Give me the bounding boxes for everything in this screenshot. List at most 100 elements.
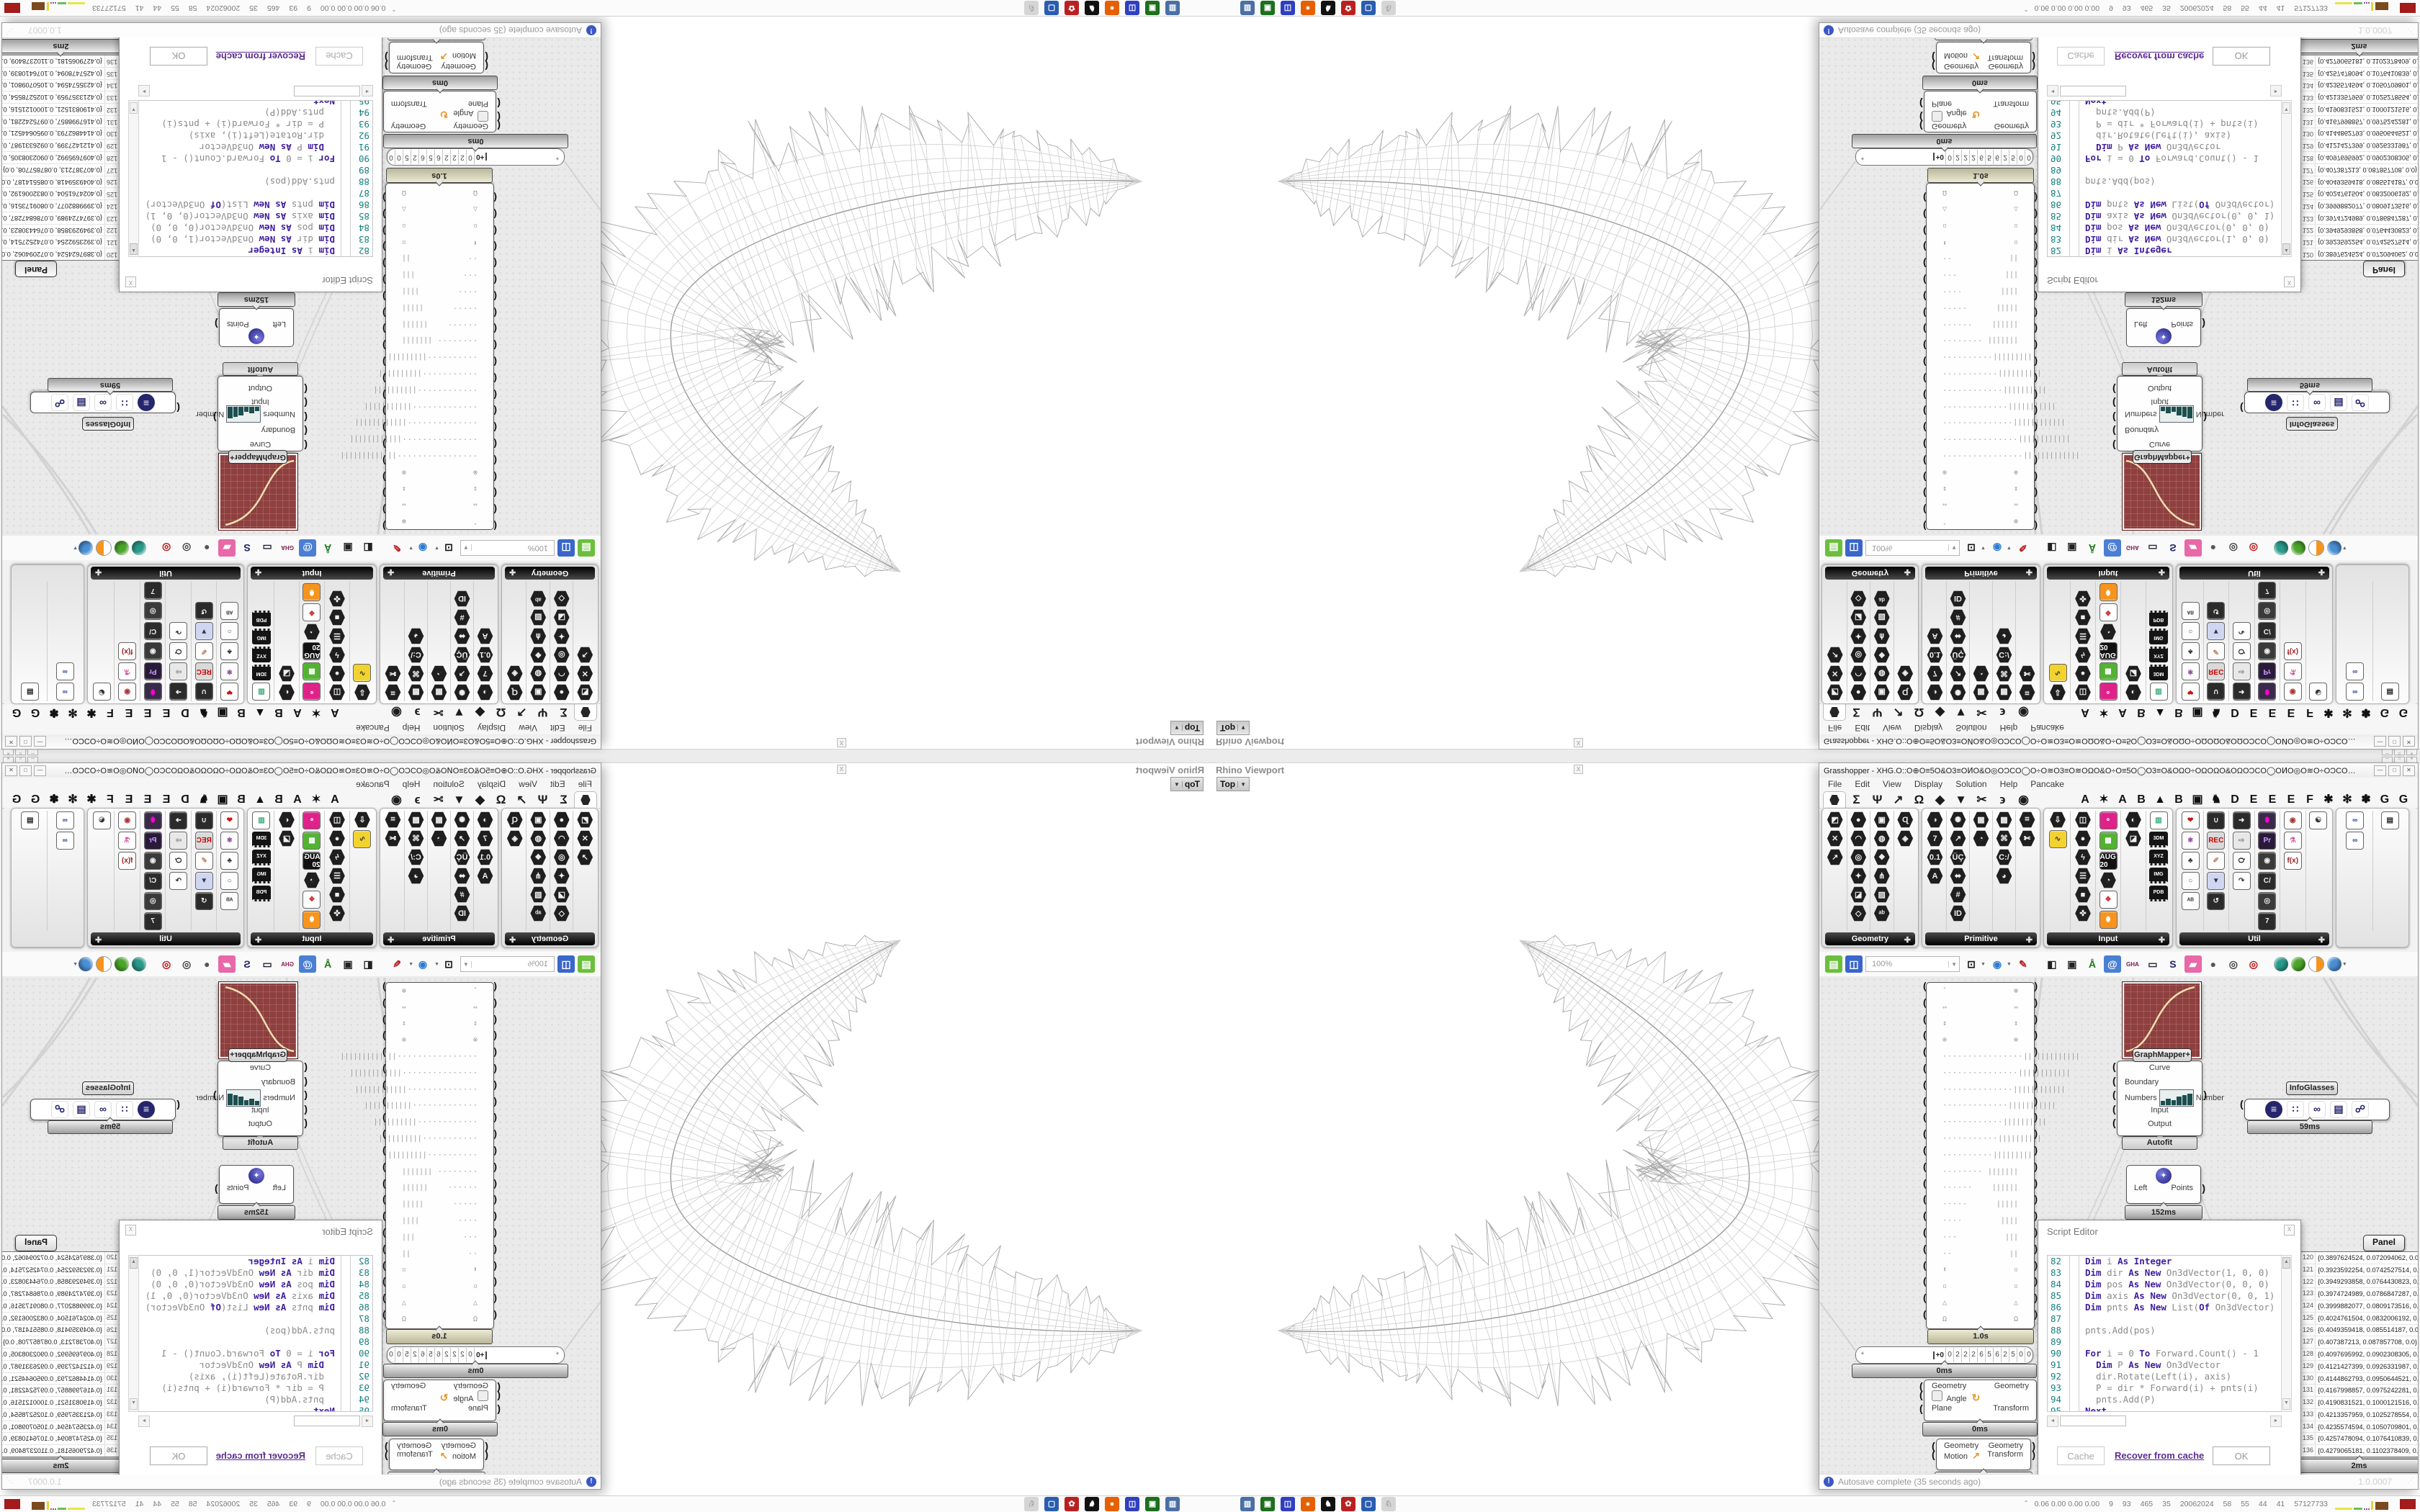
component-icon[interactable]: PDB (2149, 611, 2168, 626)
toolbar-icon[interactable]: ▭ (2148, 542, 2158, 554)
toolbar-icon[interactable]: ◫ (557, 955, 575, 973)
component-icon[interactable]: ❖ (1873, 849, 1890, 865)
component-icon[interactable]: C/ (143, 872, 162, 890)
tab-plugin-11[interactable]: E (2287, 706, 2295, 719)
component-icon[interactable]: ✕ (1827, 830, 1843, 847)
tab-icon-5[interactable]: ▼ (453, 793, 465, 806)
taskbar-app-icon[interactable]: ✿ (1065, 1, 1079, 15)
component-icon[interactable]: ✕ (1827, 665, 1843, 682)
component-icon[interactable]: 7 (2258, 912, 2277, 930)
infoglasses-icon-1[interactable]: ∷ (116, 1101, 133, 1118)
palette-label-primitive[interactable]: Primitive ✚ (383, 932, 495, 945)
tab-plugin-9[interactable]: E (2249, 793, 2258, 806)
component-icon[interactable]: ⬮ (2258, 811, 2277, 829)
toolbar-ball-icon[interactable] (79, 541, 94, 555)
component-icon[interactable]: ◎ (143, 602, 162, 620)
component-icon[interactable]: ᵃᵇ (530, 905, 547, 922)
taskbar-app-icon[interactable]: ▣ (1145, 1497, 1160, 1511)
scroll-down-icon[interactable]: ▼ (130, 1398, 138, 1410)
component-icon[interactable]: ᵃᵇ (1873, 905, 1890, 922)
infoglasses-icon-0[interactable]: ≡ (138, 1101, 155, 1118)
component-icon[interactable]: ✺ (1950, 811, 1966, 828)
tab-plugin-16[interactable]: G (30, 706, 40, 719)
component-icon[interactable]: # (454, 886, 470, 903)
component-icon[interactable]: ◕ (1996, 628, 2012, 644)
component-icon[interactable]: ◉ (2258, 642, 2277, 660)
script-editor-window[interactable]: Script Editor X 82 Dim i As Integer 83 Dim … (2038, 37, 2301, 292)
toolbar-half-ball-icon[interactable] (2308, 540, 2324, 556)
toggle-icon[interactable] (478, 111, 488, 122)
component-icon[interactable]: ∿ (353, 830, 372, 848)
component-icon[interactable]: 3DM (2149, 665, 2168, 680)
menu-item-edit[interactable]: Edit (550, 779, 565, 789)
tab-icon-1[interactable]: Ψ (537, 793, 548, 806)
points-panel[interactable]: 120 {0.3897624524, 0.072094062, 0.0} 121 {0… (2, 1251, 121, 1457)
component-icon[interactable]: ○ (220, 622, 239, 640)
scroll-up-icon[interactable]: ▲ (2282, 1257, 2290, 1269)
tab-plugin-17[interactable]: G (2398, 706, 2408, 719)
cache-button[interactable]: Cache (315, 1446, 363, 1465)
toolbar-icon[interactable]: ◫ (557, 539, 575, 557)
taskbar-app-icon[interactable]: ♘ (1024, 1497, 1039, 1511)
menu-item-display[interactable]: Display (1914, 723, 1943, 733)
component-icon[interactable]: ▥ (2149, 683, 2168, 701)
move-component[interactable]: Geometry Geometry Motion ↗ Transform (389, 1439, 484, 1470)
tab-icon-2[interactable]: ↗ (516, 793, 527, 806)
tab-icon-7[interactable]: ϶ (1999, 706, 2006, 719)
tab-plugin-14[interactable]: ✻ (2342, 706, 2352, 719)
tab-plugin-16[interactable]: G (2380, 706, 2390, 719)
component-icon[interactable]: ↺ (2207, 602, 2226, 620)
maximize-icon[interactable]: □ (19, 736, 32, 747)
code-area[interactable]: 82 Dim i As Integer 83 Dim dir As New On3dV… (138, 1255, 373, 1412)
component-icon[interactable]: ◑ (477, 811, 493, 828)
points-panel[interactable]: 120 {0.3897624524, 0.072094062, 0.0} 121 {0… (2299, 1251, 2418, 1457)
menu-item-view[interactable]: View (519, 723, 537, 733)
taskbar-app-icon[interactable]: ✿ (1341, 1497, 1355, 1511)
component-icon[interactable]: 7 (143, 912, 162, 930)
panel-button[interactable]: Panel (2363, 261, 2405, 277)
palette-label-util[interactable]: Util ✚ (91, 932, 241, 945)
component-icon[interactable]: ↗ (577, 647, 593, 663)
component-icon[interactable]: ✺ (454, 811, 470, 828)
tab-icon-5[interactable]: ▼ (1955, 706, 1967, 719)
taskbar-app-icon[interactable]: ◫ (1125, 1497, 1139, 1511)
component-icon[interactable]: ◪ (1850, 886, 1867, 903)
tab-plugin-15[interactable]: ✽ (2361, 793, 2371, 806)
toolbar-icon[interactable]: ◉ (418, 542, 428, 554)
tab-icon-8[interactable]: ◉ (391, 793, 402, 806)
toolbar-icon[interactable]: GHA (281, 960, 295, 968)
graph-mapper-label[interactable]: GraphMapper+ (228, 1048, 287, 1062)
toolbar-icon[interactable]: ◎ (2228, 958, 2238, 970)
tab-plugin-11[interactable]: E (125, 706, 133, 719)
component-icon[interactable]: ∞ (55, 811, 74, 829)
toolbar-icon[interactable]: ▣ (2067, 958, 2077, 970)
component-icon[interactable]: ↺ (194, 892, 213, 910)
infoglasses-icon-2[interactable]: ∞ (2308, 394, 2326, 411)
menu-item-solution[interactable]: Solution (1955, 779, 1987, 789)
tab-icon-0[interactable]: Σ (560, 706, 568, 719)
viewport-close-icon[interactable]: X (1574, 765, 1583, 774)
component-icon[interactable]: ⚬ (302, 683, 321, 701)
component-icon[interactable]: ● (1850, 684, 1867, 701)
resize-grip-icon[interactable]: ⋰ (5, 1477, 13, 1485)
menu-item-display[interactable]: Display (1914, 779, 1943, 789)
tab-plugin-13[interactable]: ✱ (2323, 706, 2334, 719)
taskbar-app-icon[interactable]: ▣ (1260, 1497, 1275, 1511)
component-icon[interactable]: ◉ (143, 852, 162, 870)
toolbar-icon[interactable]: ◎ (182, 542, 192, 554)
component-icon[interactable]: ▣ (1873, 811, 1890, 828)
toolbar-half-ball-icon[interactable] (96, 540, 112, 556)
tab-plugin-2[interactable]: A (293, 793, 302, 806)
component-icon[interactable]: ϟ (329, 647, 346, 663)
component-icon[interactable]: ♣ (220, 642, 239, 660)
component-icon[interactable]: ∞ (55, 832, 74, 850)
component-icon[interactable]: ᴬᴮ (2181, 602, 2200, 620)
vb-script-component[interactable]: ✦ Left Points (2126, 308, 2201, 347)
tab-plugin-8[interactable]: D (2231, 706, 2239, 719)
taskbar-app-icon[interactable]: ♘ (1381, 1497, 1396, 1511)
infoglasses-icon-3[interactable]: ▤ (2330, 1101, 2347, 1118)
component-icon[interactable]: ❤ (220, 683, 239, 701)
component-icon[interactable]: 3DM (2149, 832, 2168, 847)
component-icon[interactable]: ∞ (55, 683, 74, 701)
menu-item-file[interactable]: File (1828, 779, 1842, 789)
